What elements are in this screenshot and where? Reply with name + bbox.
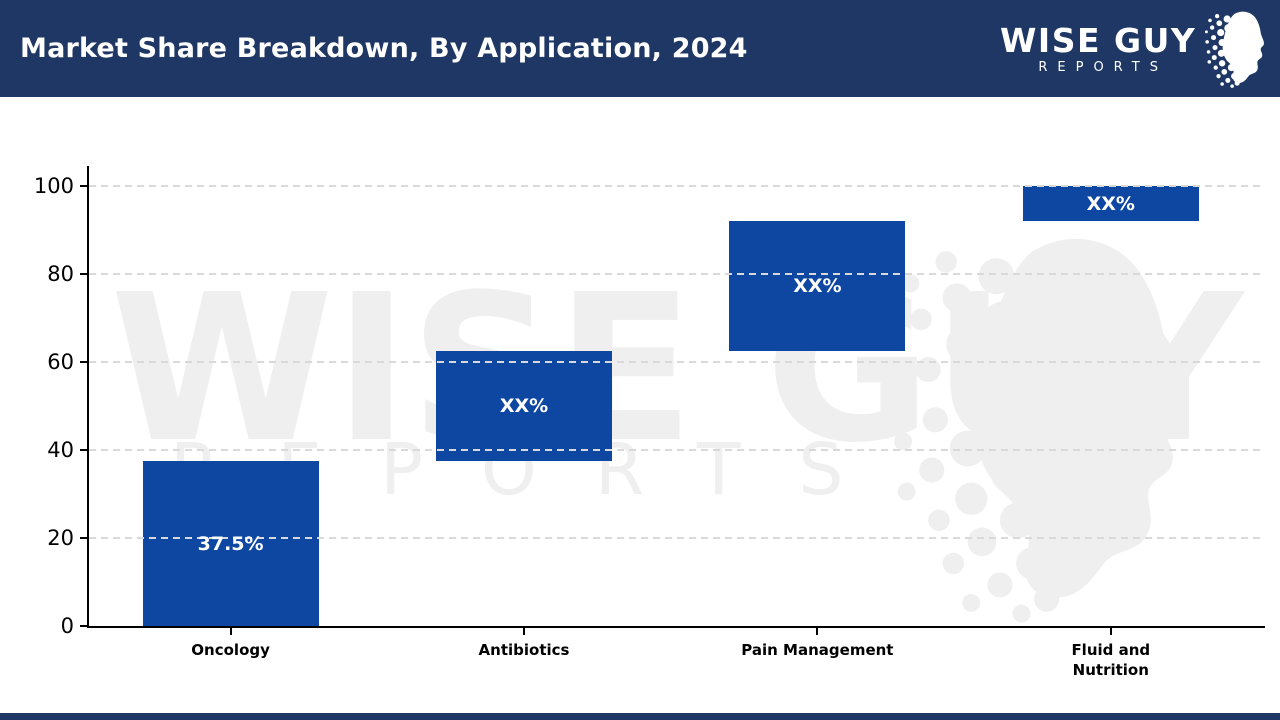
bar-fluid-and-nutrition <box>1022 186 1199 222</box>
gridline-20 <box>89 537 1264 539</box>
logo-subtitle: REPORTS <box>1038 59 1168 75</box>
gridline-40 <box>89 449 1264 451</box>
watermark-head-icon <box>885 238 1182 623</box>
bar-value-label-pain-management: XX% <box>793 275 842 298</box>
gridline-100 <box>89 185 1264 187</box>
logo-head-icon <box>1205 11 1265 88</box>
x-tick-pain-management <box>816 628 819 635</box>
bar-antibiotics <box>436 351 612 461</box>
gridline-60 <box>89 361 1264 363</box>
y-tick-100 <box>80 185 87 187</box>
y-tick-80 <box>80 273 87 275</box>
y-axis-tick-label: 0 <box>60 614 74 638</box>
y-axis-tick-label: 80 <box>47 262 74 286</box>
y-axis-tick-label: 100 <box>33 174 74 198</box>
gridline-80 <box>89 273 1264 275</box>
x-axis-spine <box>87 626 1265 628</box>
x-tick-oncology <box>229 628 232 635</box>
chart-title: Market Share Breakdown, By Application, … <box>20 33 748 64</box>
x-tick-fluid-and-nutrition <box>1109 628 1112 635</box>
y-tick-60 <box>80 361 87 363</box>
wise-guy-logo: WISE GUY REPORTS <box>1000 9 1266 89</box>
bar-value-label-fluid-and-nutrition: XX% <box>1086 192 1135 215</box>
y-axis-spine <box>87 166 89 628</box>
y-axis-tick-label: 20 <box>47 526 74 550</box>
x-axis-label-fluid-and-nutrition: Fluid and Nutrition <box>1071 641 1151 679</box>
y-tick-40 <box>80 449 87 451</box>
logo-text: WISE GUY REPORTS <box>1000 24 1196 74</box>
header-bar: Market Share Breakdown, By Application, … <box>0 0 1280 97</box>
y-axis-tick-label: 40 <box>47 438 74 462</box>
x-axis-label-pain-management: Pain Management <box>741 641 894 659</box>
bar-value-label-antibiotics: XX% <box>499 395 549 417</box>
bar-pain-management <box>729 221 906 351</box>
x-tick-antibiotics <box>523 628 525 635</box>
y-tick-0 <box>80 625 87 627</box>
y-axis-tick-label: 60 <box>47 350 74 374</box>
x-axis-label-oncology: Oncology <box>191 641 270 659</box>
bar-value-label-oncology: 37.5% <box>197 532 264 555</box>
footer-bar <box>0 713 1280 720</box>
logo-wordmark: WISE GUY <box>1000 20 1197 60</box>
y-tick-20 <box>80 537 87 539</box>
bar-oncology <box>142 461 319 626</box>
x-axis-label-antibiotics: Antibiotics <box>478 641 570 659</box>
